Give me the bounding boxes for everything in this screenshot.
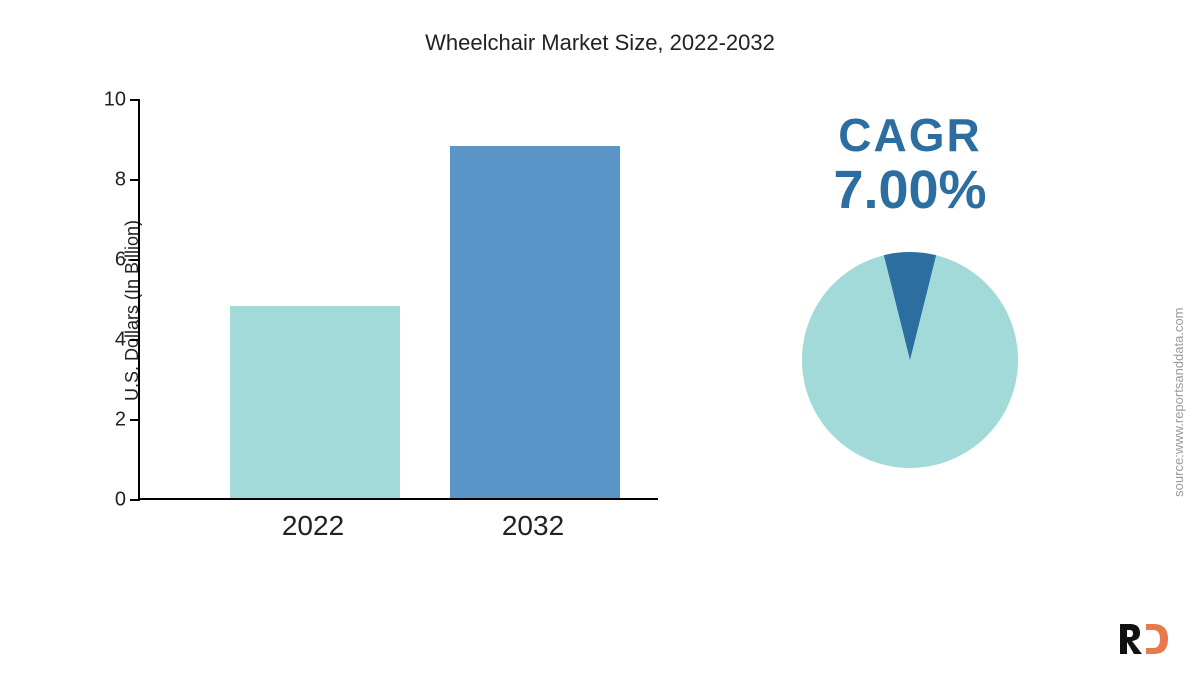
bar-chart: U.S. Dollars (In Billion) 0246810 202220… bbox=[90, 90, 690, 570]
plot-area: 0246810 bbox=[138, 100, 658, 500]
y-tick bbox=[130, 179, 140, 181]
chart-title: Wheelchair Market Size, 2022-2032 bbox=[0, 0, 1200, 56]
y-tick-label: 0 bbox=[102, 489, 126, 512]
bar-2022 bbox=[230, 306, 400, 498]
y-tick bbox=[130, 419, 140, 421]
logo-glyphs bbox=[1120, 624, 1168, 654]
cagr-value: 7.00% bbox=[750, 161, 1070, 220]
y-tick bbox=[130, 259, 140, 261]
brand-logo bbox=[1116, 622, 1172, 656]
pie-chart bbox=[800, 250, 1020, 470]
y-tick-label: 4 bbox=[102, 329, 126, 352]
cagr-panel: CAGR 7.00% bbox=[750, 90, 1070, 570]
x-tick-label: 2032 bbox=[502, 510, 564, 542]
cagr-label: CAGR bbox=[750, 110, 1070, 161]
y-tick-label: 2 bbox=[102, 409, 126, 432]
x-tick-label: 2022 bbox=[282, 510, 344, 542]
source-text: source:www.reportsanddata.com bbox=[1171, 308, 1186, 497]
y-tick-label: 10 bbox=[102, 89, 126, 112]
y-tick bbox=[130, 99, 140, 101]
y-tick bbox=[130, 499, 140, 501]
y-tick bbox=[130, 339, 140, 341]
y-tick-label: 8 bbox=[102, 169, 126, 192]
y-tick-label: 6 bbox=[102, 249, 126, 272]
main-area: U.S. Dollars (In Billion) 0246810 202220… bbox=[90, 90, 1100, 640]
bar-2032 bbox=[450, 146, 620, 498]
